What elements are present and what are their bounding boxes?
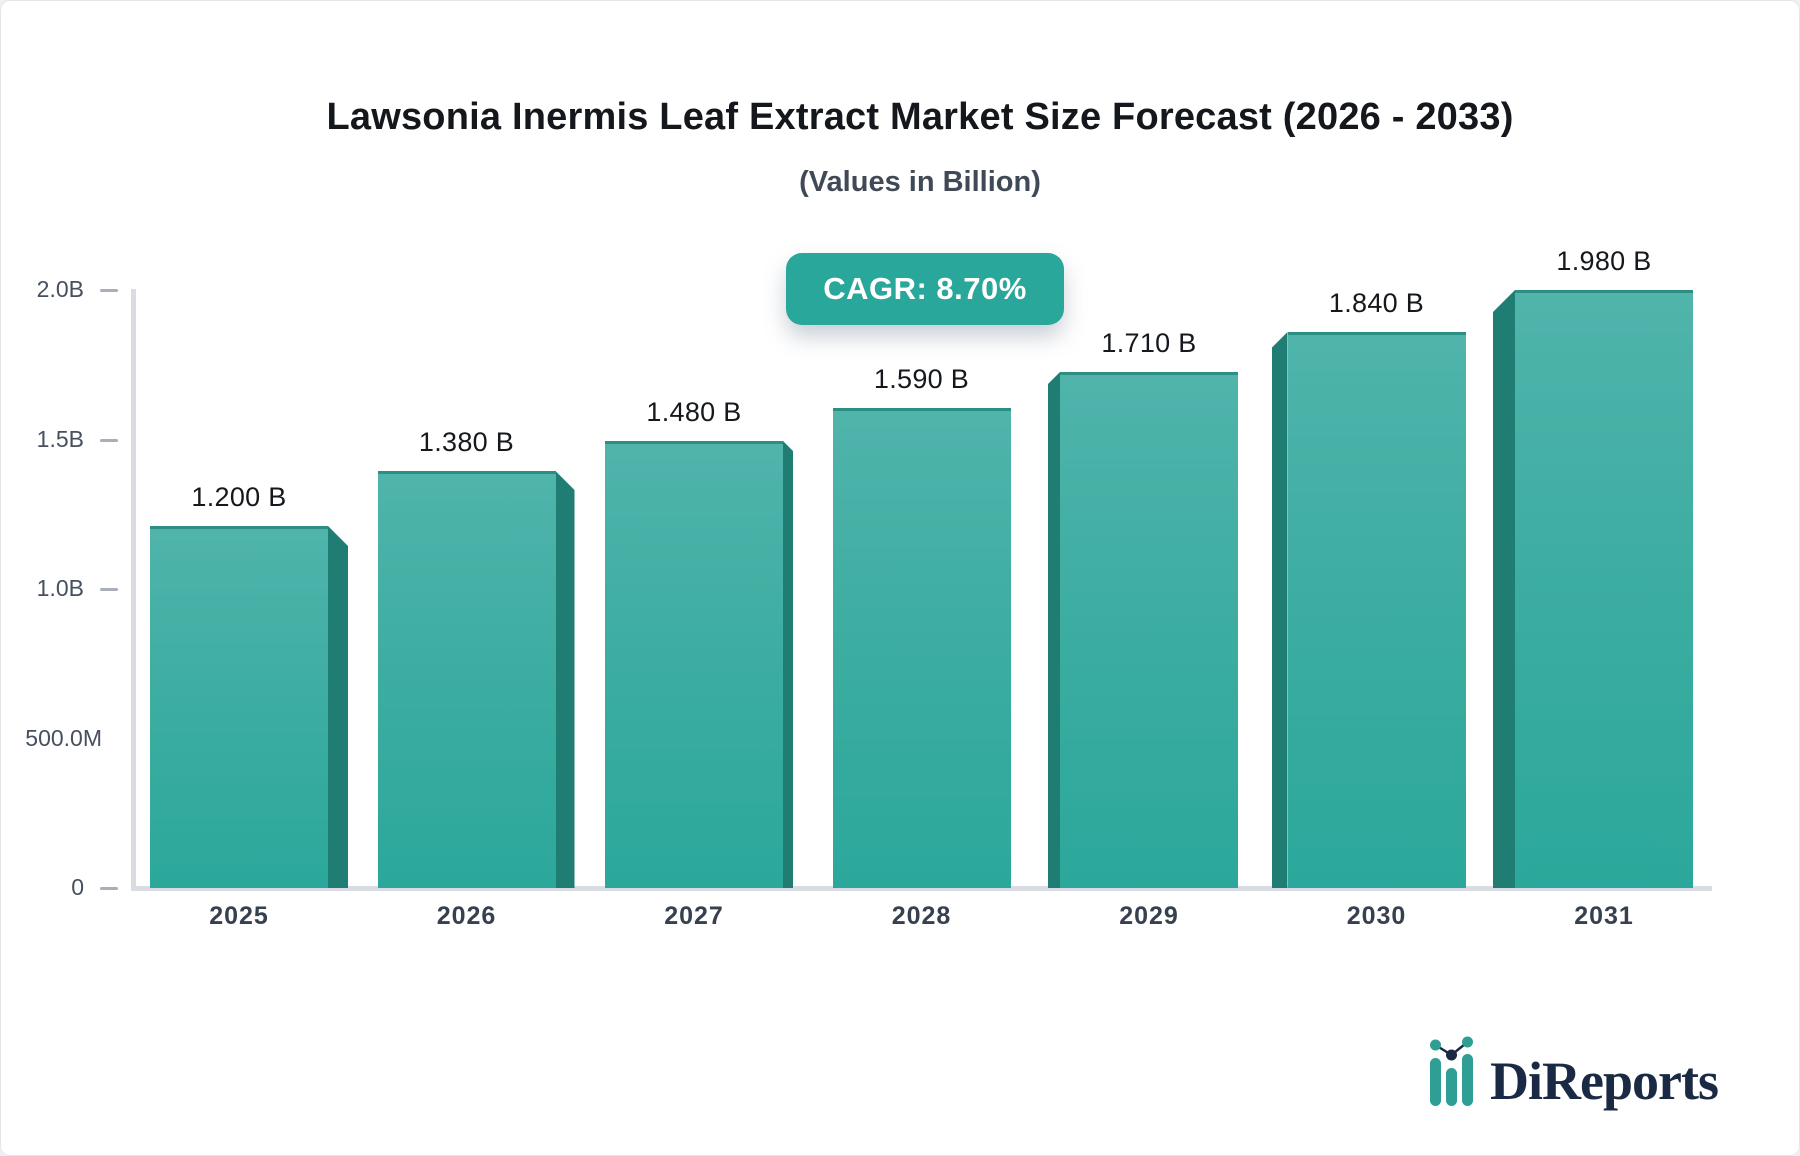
x-axis-category-label: 2027: [664, 902, 724, 930]
bar-side-shade: [555, 471, 575, 888]
chart-title: Lawsonia Inermis Leaf Extract Market Siz…: [326, 96, 1514, 138]
bar-side-shade: [783, 441, 793, 888]
bar-2027[interactable]: [605, 441, 793, 888]
logo-wordmark: DiReports: [1490, 1051, 1719, 1111]
bar-2029[interactable]: [1048, 372, 1238, 888]
y-axis-tick-label: 500.0M: [25, 725, 102, 751]
x-axis-category-label: 2026: [436, 902, 497, 930]
chart-subtitle: (Values in Billion): [799, 166, 1041, 198]
bar-side-shade: [328, 526, 348, 888]
bar-side-shade: [1048, 372, 1060, 888]
bar-face: [377, 471, 556, 888]
y-axis-line: [131, 289, 136, 891]
y-axis-tick-dash: [100, 887, 118, 890]
bar-value-label: 1.480 B: [646, 397, 742, 427]
bar-value-label: 1.710 B: [1101, 328, 1197, 358]
bar-2028[interactable]: [832, 408, 1011, 888]
y-axis-tick-dash: [100, 289, 118, 292]
bar-face: [1515, 290, 1693, 888]
bar-side-shade: [1271, 332, 1288, 888]
bar-value-label: 1.380 B: [418, 427, 515, 457]
bar-2025[interactable]: [150, 526, 348, 888]
cagr-badge: CAGR: 8.70%: [786, 253, 1064, 325]
y-axis-tick-label: 1.0B: [36, 575, 84, 601]
bar-2031[interactable]: [1493, 290, 1693, 888]
y-axis-tick-dash: [100, 439, 118, 442]
x-axis-category-label: 2031: [1574, 902, 1634, 930]
y-axis-tick-dash: [100, 588, 118, 591]
bar-face: [1060, 372, 1238, 888]
x-axis-category-label: 2029: [1119, 902, 1179, 930]
bar-side-shade: [1493, 290, 1515, 888]
bar-value-label: 1.200 B: [191, 482, 287, 512]
y-axis-tick-label: 1.5B: [36, 426, 84, 452]
x-axis-category-label: 2030: [1346, 902, 1407, 930]
x-axis-category-label: 2028: [891, 902, 952, 930]
bar-face: [1287, 332, 1466, 888]
bar-face: [150, 526, 328, 888]
mini-bar-chart-icon: [1430, 1036, 1473, 1106]
x-axis-category-label: 2025: [209, 902, 269, 930]
y-axis-tick-label: 2.0B: [36, 276, 84, 302]
bar-2026[interactable]: [377, 471, 575, 888]
bar-2030[interactable]: [1271, 332, 1466, 888]
bar-value-label: 1.980 B: [1556, 246, 1652, 276]
y-axis-tick-label: 0: [71, 874, 84, 900]
bar-face: [605, 441, 783, 888]
bar-face: [832, 408, 1011, 888]
bar-value-label: 1.590 B: [873, 364, 970, 394]
bar-value-label: 1.840 B: [1328, 288, 1425, 318]
direports-logo: DiReports: [1430, 1036, 1719, 1111]
x-axis-baseline: [131, 886, 1712, 891]
